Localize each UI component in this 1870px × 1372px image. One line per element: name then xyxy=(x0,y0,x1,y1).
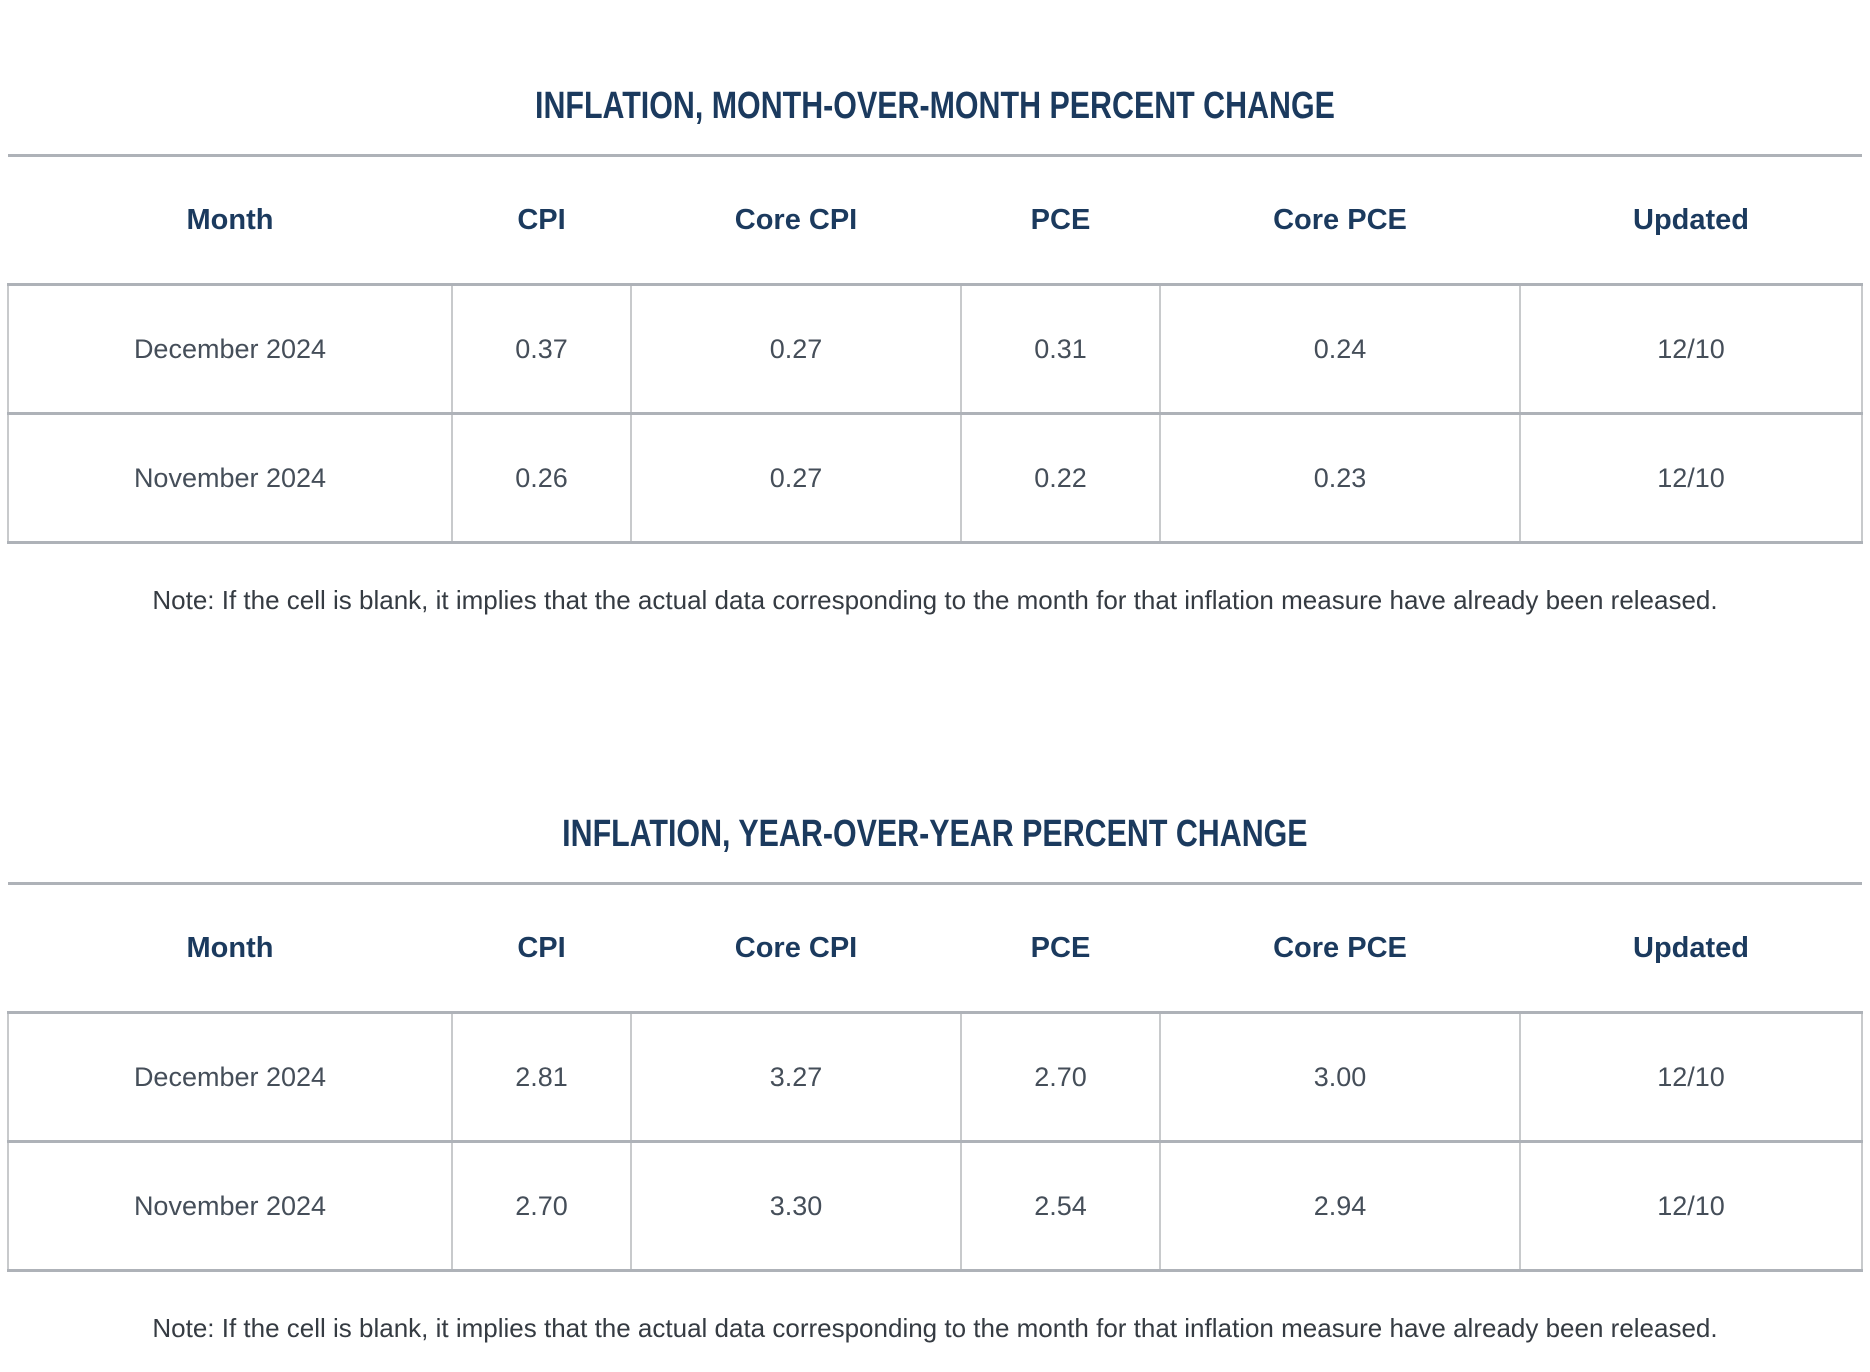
yoy-table-title-text: INFLATION, YEAR-OVER-YEAR PERCENT CHANGE xyxy=(562,813,1308,855)
table-row: December 2024 0.37 0.27 0.31 0.24 12/10 xyxy=(7,284,1863,415)
cell-core-pce: 0.23 xyxy=(1159,413,1521,544)
cell-core-pce: 2.94 xyxy=(1159,1141,1521,1272)
cell-core-pce: 0.24 xyxy=(1159,284,1521,415)
yoy-table-title: INFLATION, YEAR-OVER-YEAR PERCENT CHANGE xyxy=(0,812,1870,856)
cell-month: December 2024 xyxy=(7,284,453,415)
cell-updated: 12/10 xyxy=(1519,1141,1863,1272)
mom-table-note: Note: If the cell is blank, it implies t… xyxy=(152,585,1718,615)
cell-pce: 2.70 xyxy=(960,1012,1161,1143)
cell-pce: 0.31 xyxy=(960,284,1161,415)
cell-core-cpi: 3.27 xyxy=(630,1012,962,1143)
column-header-pce: PCE xyxy=(961,154,1160,286)
column-header-pce: PCE xyxy=(961,882,1160,1014)
mom-inflation-table: Month CPI Core CPI PCE Core PCE Updated … xyxy=(7,154,1863,544)
cell-core-cpi: 0.27 xyxy=(630,413,962,544)
mom-inflation-section: INFLATION, MONTH-OVER-MONTH PERCENT CHAN… xyxy=(0,0,1870,616)
cell-updated: 12/10 xyxy=(1519,284,1863,415)
cell-month: December 2024 xyxy=(7,1012,453,1143)
cell-cpi: 0.26 xyxy=(451,413,632,544)
column-header-core-cpi: Core CPI xyxy=(631,882,961,1014)
column-header-updated: Updated xyxy=(1520,154,1862,286)
column-header-month: Month xyxy=(8,154,452,286)
yoy-inflation-table: Month CPI Core CPI PCE Core PCE Updated … xyxy=(7,882,1863,1272)
cell-core-cpi: 3.30 xyxy=(630,1141,962,1272)
mom-table-header: Month CPI Core CPI PCE Core PCE Updated xyxy=(8,154,1862,286)
yoy-inflation-section: INFLATION, YEAR-OVER-YEAR PERCENT CHANGE… xyxy=(0,812,1870,1344)
cell-updated: 12/10 xyxy=(1519,1012,1863,1143)
cell-pce: 2.54 xyxy=(960,1141,1161,1272)
yoy-table-body: December 2024 2.81 3.27 2.70 3.00 12/10 … xyxy=(7,1012,1863,1272)
column-header-core-pce: Core PCE xyxy=(1160,154,1520,286)
cell-updated: 12/10 xyxy=(1519,413,1863,544)
yoy-table-note: Note: If the cell is blank, it implies t… xyxy=(152,1313,1718,1343)
column-header-cpi: CPI xyxy=(452,882,631,1014)
table-row: December 2024 2.81 3.27 2.70 3.00 12/10 xyxy=(7,1012,1863,1143)
header-row: Month CPI Core CPI PCE Core PCE Updated xyxy=(8,882,1862,1014)
column-header-core-pce: Core PCE xyxy=(1160,882,1520,1014)
table-row: November 2024 2.70 3.30 2.54 2.94 12/10 xyxy=(7,1141,1863,1272)
cell-pce: 0.22 xyxy=(960,413,1161,544)
header-row: Month CPI Core CPI PCE Core PCE Updated xyxy=(8,154,1862,286)
cell-month: November 2024 xyxy=(7,1141,453,1272)
cell-core-cpi: 0.27 xyxy=(630,284,962,415)
mom-table-title-text: INFLATION, MONTH-OVER-MONTH PERCENT CHAN… xyxy=(535,85,1335,127)
cell-cpi: 0.37 xyxy=(451,284,632,415)
cell-core-pce: 3.00 xyxy=(1159,1012,1521,1143)
mom-table-title: INFLATION, MONTH-OVER-MONTH PERCENT CHAN… xyxy=(0,0,1870,128)
cell-cpi: 2.81 xyxy=(451,1012,632,1143)
yoy-table-header: Month CPI Core CPI PCE Core PCE Updated xyxy=(8,882,1862,1014)
mom-table-body: December 2024 0.37 0.27 0.31 0.24 12/10 … xyxy=(7,284,1863,544)
table-row: November 2024 0.26 0.27 0.22 0.23 12/10 xyxy=(7,413,1863,544)
column-header-updated: Updated xyxy=(1520,882,1862,1014)
cell-month: November 2024 xyxy=(7,413,453,544)
column-header-cpi: CPI xyxy=(452,154,631,286)
cell-cpi: 2.70 xyxy=(451,1141,632,1272)
column-header-month: Month xyxy=(8,882,452,1014)
column-header-core-cpi: Core CPI xyxy=(631,154,961,286)
